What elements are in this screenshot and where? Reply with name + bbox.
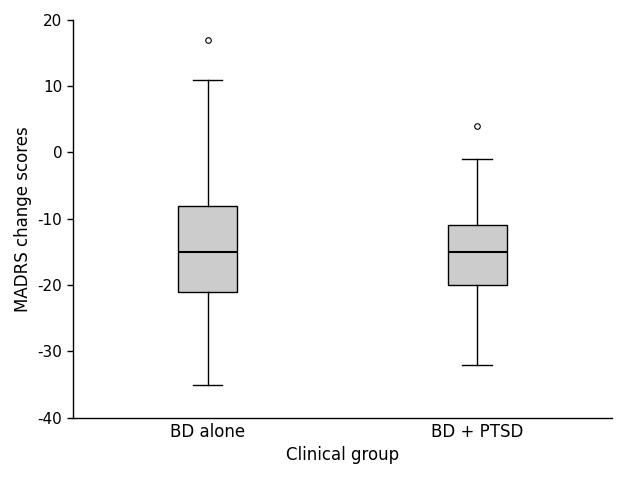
Bar: [178, 206, 237, 292]
Bar: [448, 226, 507, 285]
Y-axis label: MADRS change scores: MADRS change scores: [14, 126, 32, 312]
X-axis label: Clinical group: Clinical group: [286, 446, 399, 464]
